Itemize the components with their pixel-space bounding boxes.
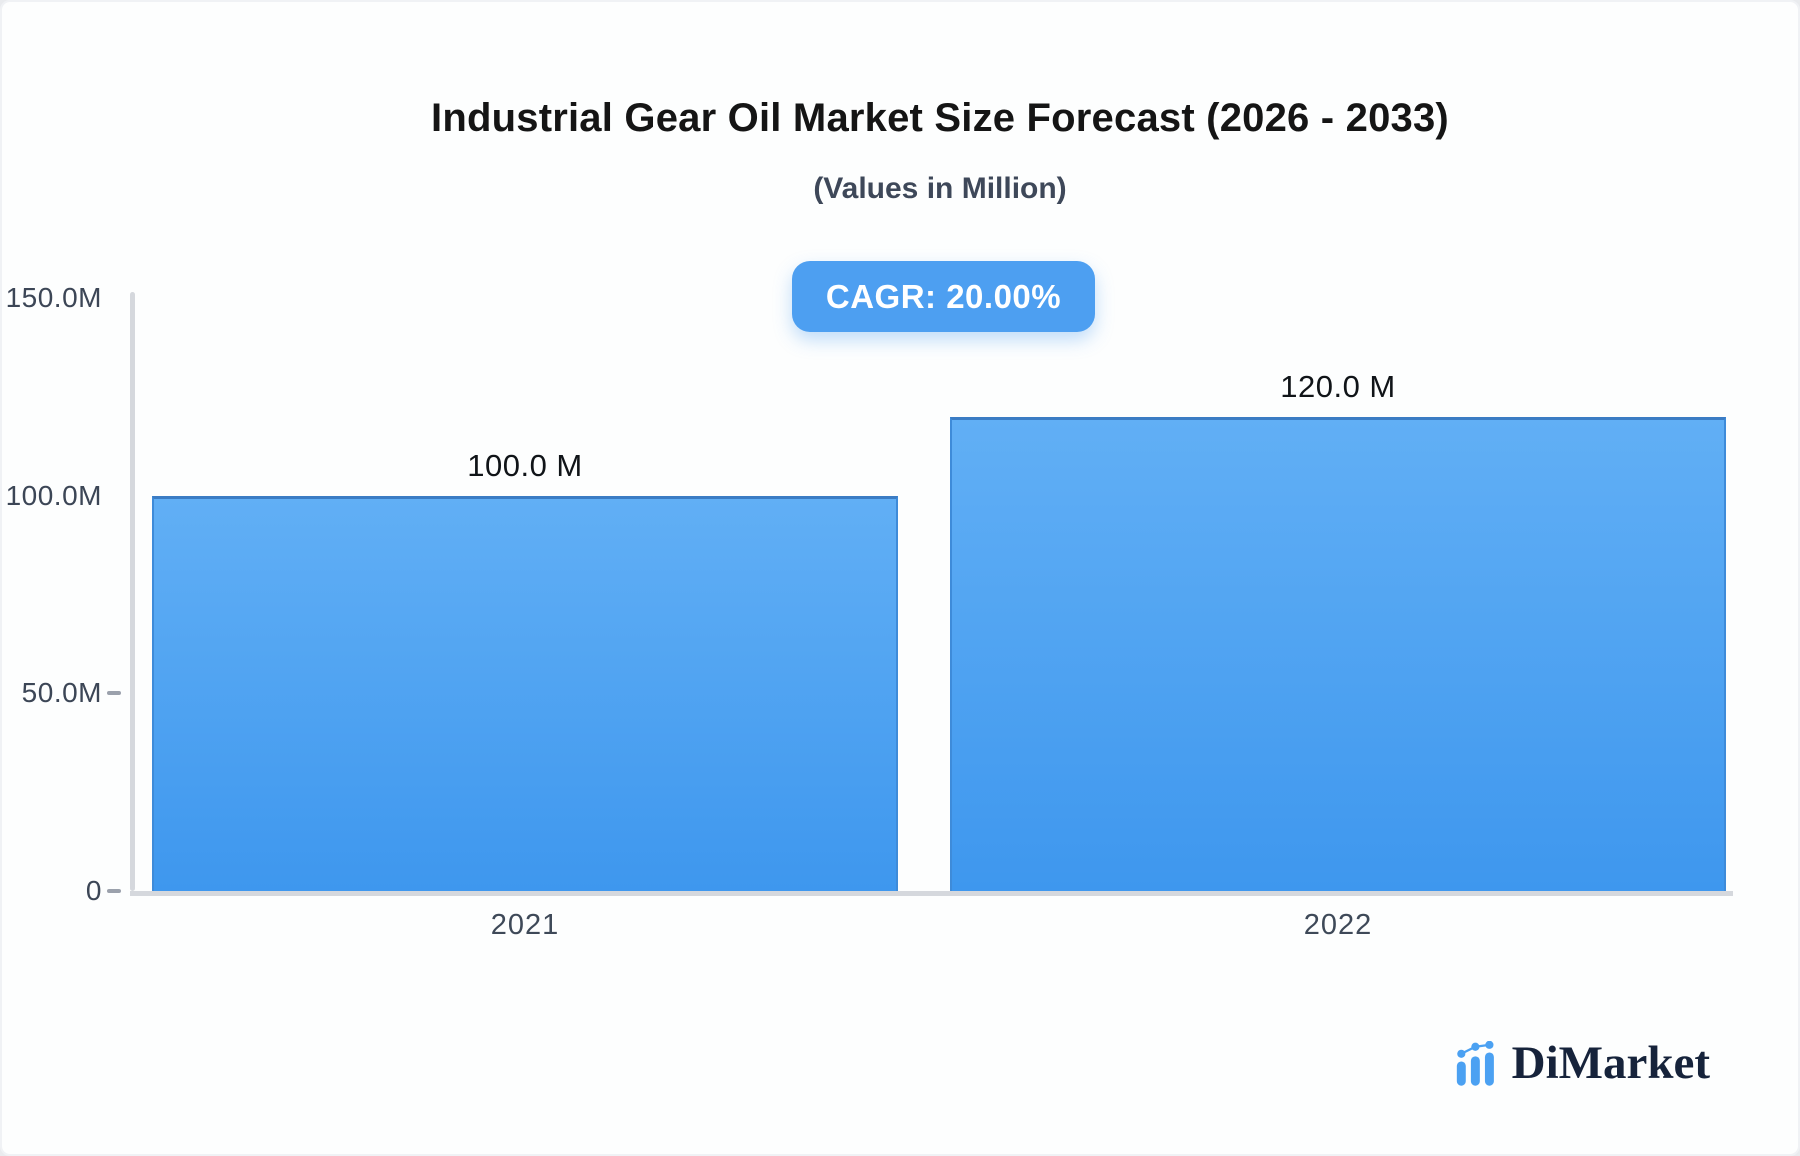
dimarket-logo[interactable]: DiMarket <box>1453 1040 1710 1087</box>
cagr-badge: CAGR: 20.00% <box>792 261 1095 332</box>
bar-value-label-2022: 120.0 M <box>1280 368 1396 404</box>
bar-2022 <box>950 416 1726 891</box>
x-axis-baseline <box>130 891 1733 896</box>
y-tick-label-50: 50.0M <box>21 677 102 709</box>
bar-value-label-2021: 100.0 M <box>467 447 583 483</box>
dimarket-logo-text: DiMarket <box>1511 1037 1710 1089</box>
x-tick-label-2021: 2021 <box>490 909 560 941</box>
y-tick-mark-50 <box>107 691 121 696</box>
y-tick-label-150: 150.0M <box>5 282 102 313</box>
mini-bar-chart-icon <box>1456 1040 1494 1086</box>
x-tick-label-2022: 2022 <box>1303 909 1373 941</box>
chart-subtitle: (Values in Million) <box>813 172 1067 205</box>
y-tick-label-100: 100.0M <box>5 479 102 511</box>
bar-group-2022: 120.0 M 2022 <box>950 298 1726 941</box>
y-axis-line <box>130 292 135 891</box>
bar-2021 <box>152 495 898 891</box>
y-tick-mark-0 <box>107 889 121 893</box>
y-tick-label-0: 0 <box>85 875 102 906</box>
chart-title: Industrial Gear Oil Market Size Forecast… <box>431 96 1449 140</box>
bar-group-2021: 100.0 M 2021 <box>152 298 898 941</box>
plot-area: 150.0M 100.0M 50.0M 0 100.0 M 2021 120.0… <box>6 282 1733 941</box>
cagr-badge-label: CAGR: 20.00% <box>825 277 1062 315</box>
